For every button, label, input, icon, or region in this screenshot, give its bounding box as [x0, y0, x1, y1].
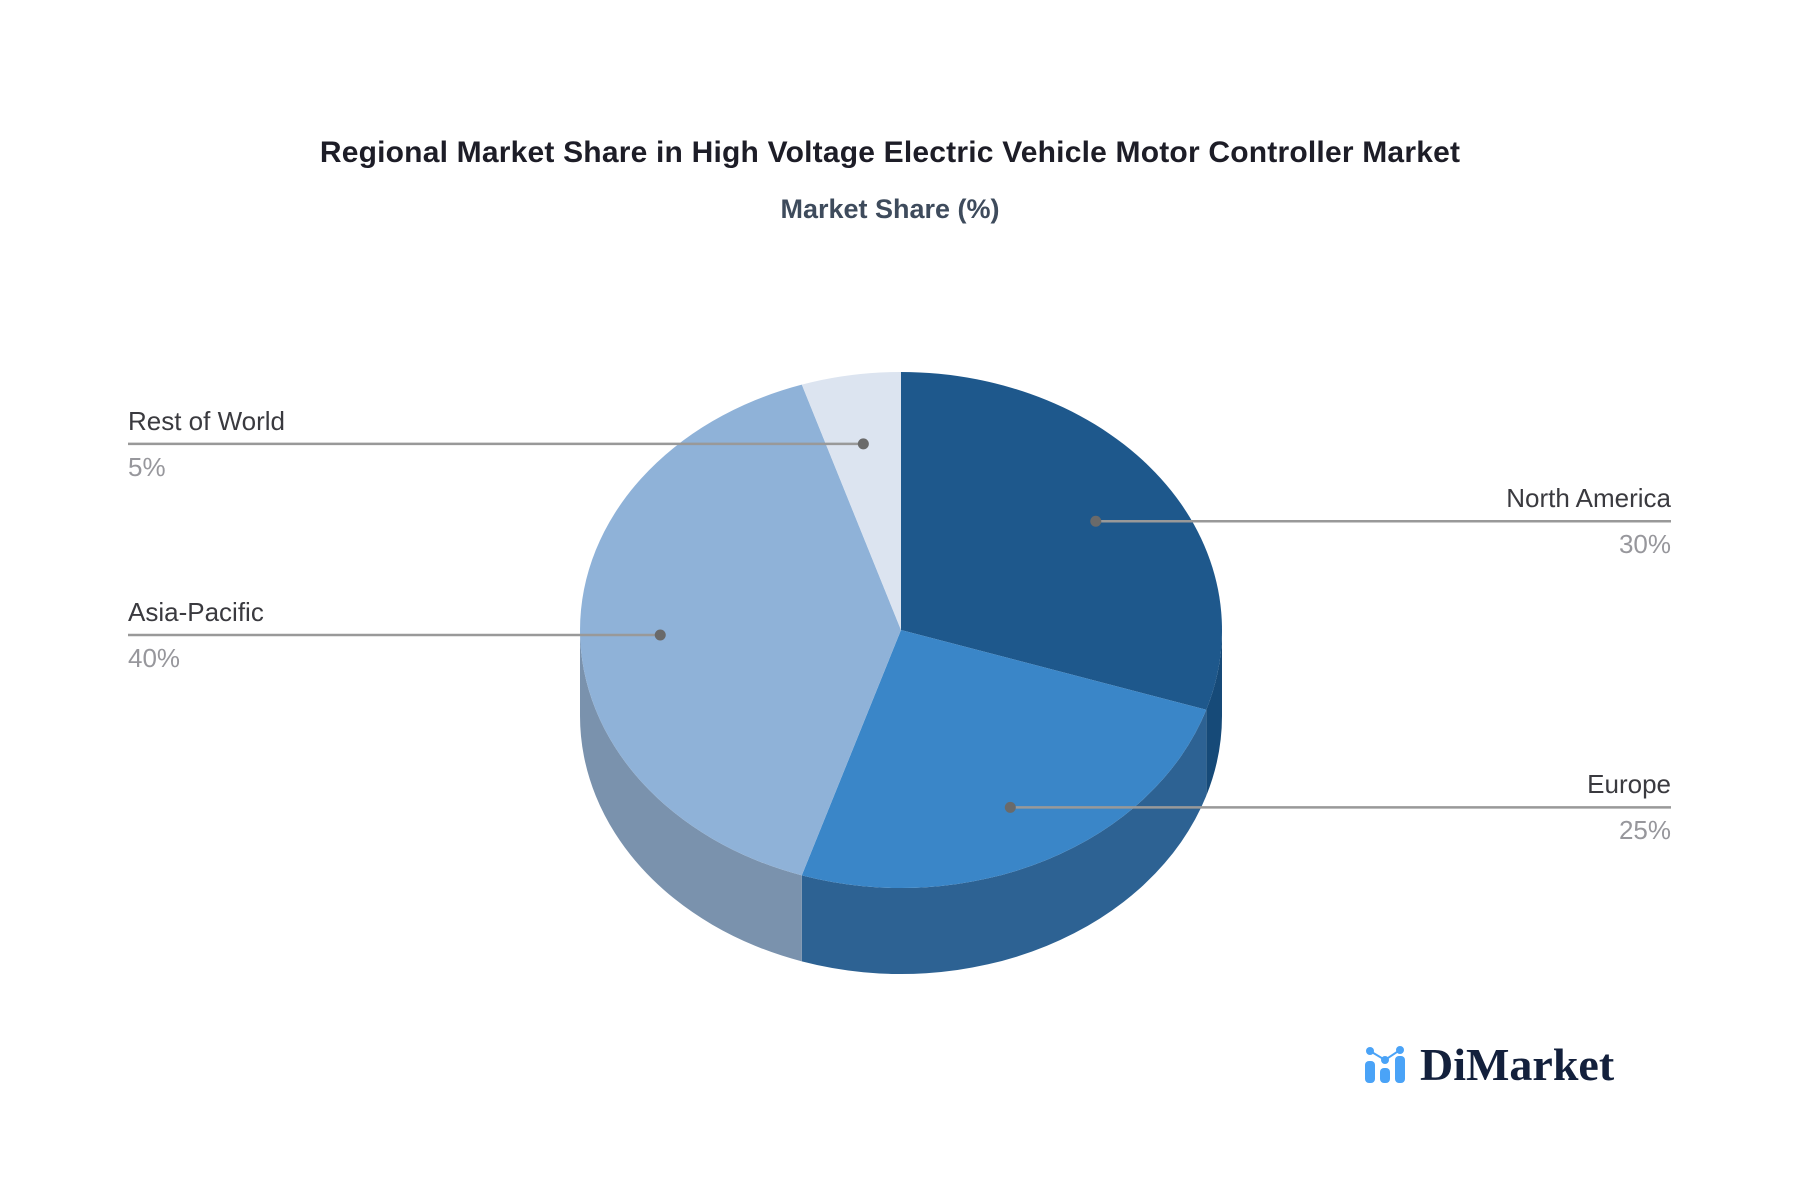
- pie-slice-side-asia-pacific: [579, 630, 802, 962]
- slice-label-name: Europe: [1587, 769, 1671, 800]
- pie-slice-rest-of-world[interactable]: [801, 372, 901, 630]
- slice-label-name: Asia-Pacific: [128, 597, 264, 627]
- pie-slice-europe[interactable]: [801, 630, 1207, 888]
- slice-label-name: North America: [1506, 483, 1671, 514]
- dimarket-logo-text: DiMarket: [1420, 1039, 1615, 1090]
- slice-label-percent: 30%: [1618, 529, 1671, 560]
- leader-dot-europe: [1004, 801, 1016, 813]
- leader-dot-rest-of-world: [857, 438, 869, 450]
- slice-label-rest-of-world: Rest of World 5%: [128, 406, 688, 482]
- pie-slice-side-north-america: [1206, 630, 1222, 796]
- chart-title: Regional Market Share in High Voltage El…: [319, 136, 1461, 169]
- leader-dot-asia-pacific: [654, 629, 666, 641]
- chart-subtitle: Market Share (%): [780, 194, 1000, 224]
- pie-slice-asia-pacific[interactable]: [580, 384, 901, 876]
- slice-label-europe: Europe 25%: [1111, 769, 1671, 845]
- pie-slice-side-europe: [801, 709, 1207, 974]
- slice-label-name: Rest of World: [128, 405, 286, 436]
- leader-dot-north-america: [1090, 515, 1102, 527]
- pie-slice-north-america[interactable]: [901, 372, 1223, 710]
- slice-label-asia-pacific: Asia-Pacific 40%: [128, 597, 688, 673]
- mini-bar-chart-icon: [1365, 1046, 1405, 1083]
- slice-label-north-america: North America 30%: [1111, 483, 1671, 559]
- slice-label-percent: 5%: [128, 451, 166, 482]
- slice-label-percent: 40%: [128, 643, 181, 673]
- slice-label-percent: 25%: [1618, 815, 1671, 846]
